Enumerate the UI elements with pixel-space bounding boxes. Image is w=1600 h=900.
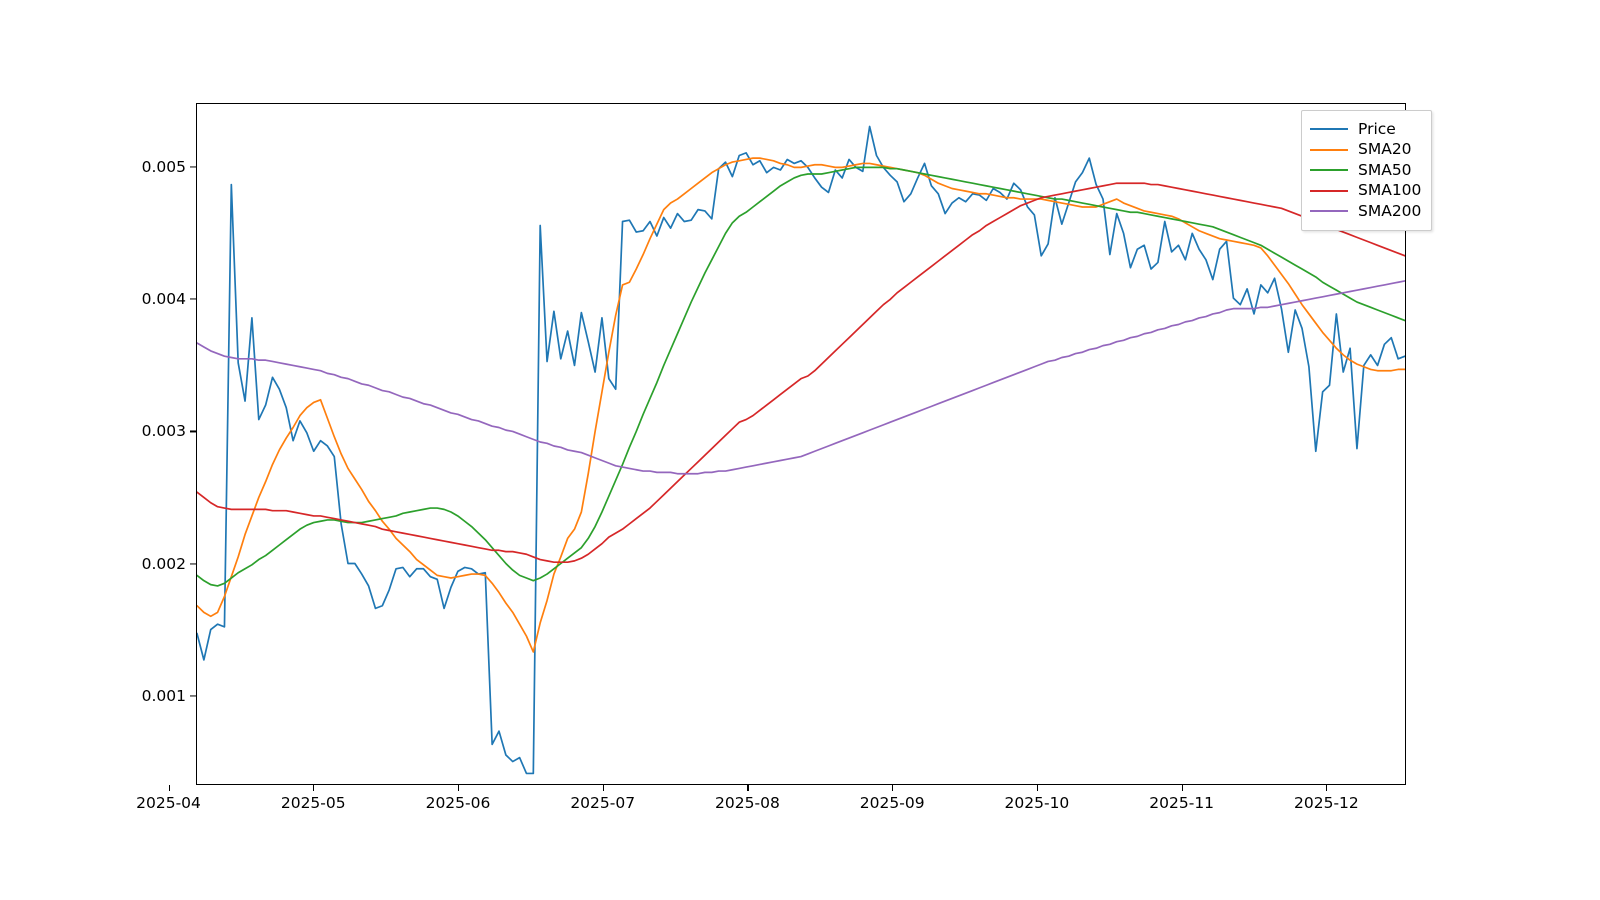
- x-tick-mark: [747, 785, 749, 791]
- y-tick-mark: [190, 563, 196, 565]
- series-line-sma200: [197, 272, 1405, 474]
- x-tick-mark: [457, 785, 460, 791]
- plot-area: [196, 103, 1406, 785]
- x-tick-label: 2025-12: [1294, 794, 1359, 812]
- x-tick-label: 2025-06: [425, 794, 491, 812]
- legend-label: SMA20: [1358, 140, 1412, 158]
- x-tick-label: 2025-11: [1149, 794, 1215, 812]
- x-tick-label: 2025-04: [136, 794, 201, 812]
- y-tick-label: 0.002: [141, 554, 186, 573]
- legend-swatch-sma200: [1310, 210, 1348, 213]
- legend-item-price[interactable]: Price: [1310, 119, 1421, 140]
- legend-swatch-sma50: [1310, 169, 1348, 172]
- legend-swatch-price: [1310, 128, 1348, 131]
- y-tick-mark: [190, 298, 196, 300]
- y-tick-label: 0.005: [141, 157, 186, 176]
- x-tick-mark: [1181, 785, 1183, 791]
- legend-label: Price: [1358, 119, 1396, 138]
- x-tick-label: 2025-10: [1004, 794, 1070, 812]
- x-tick-mark: [1326, 785, 1328, 791]
- legend-swatch-sma20: [1310, 148, 1348, 151]
- legend-item-sma200[interactable]: SMA200: [1310, 201, 1421, 222]
- legend-item-sma50[interactable]: SMA50: [1310, 160, 1421, 181]
- legend-item-sma100[interactable]: SMA100: [1310, 181, 1421, 202]
- legend-item-sma20[interactable]: SMA20: [1310, 140, 1421, 161]
- x-tick-label: 2025-07: [570, 794, 636, 812]
- y-tick-mark: [190, 430, 196, 432]
- x-tick-mark: [168, 785, 170, 791]
- x-tick-mark: [313, 785, 315, 791]
- legend-label: SMA50: [1358, 160, 1412, 179]
- x-tick-label: 2025-08: [715, 794, 780, 812]
- x-tick-mark: [892, 785, 894, 791]
- series-line-sma50: [197, 167, 1405, 586]
- series-line-sma100: [197, 183, 1405, 562]
- y-tick-label: 0.003: [141, 422, 186, 441]
- chart-lines: [197, 104, 1405, 784]
- y-tick-mark: [190, 166, 196, 168]
- legend-swatch-sma100: [1310, 189, 1348, 192]
- x-tick-label: 2025-05: [280, 794, 346, 812]
- x-tick-label: 2025-09: [859, 794, 925, 812]
- y-tick-label: 0.001: [141, 687, 186, 706]
- legend-label: SMA100: [1358, 181, 1422, 199]
- y-tick-label: 0.004: [141, 289, 186, 308]
- series-line-sma20: [197, 158, 1405, 652]
- x-tick-mark: [602, 785, 604, 791]
- legend-label: SMA200: [1358, 201, 1422, 220]
- y-tick-mark: [190, 695, 196, 697]
- series-line-price: [197, 126, 1405, 773]
- x-tick-mark: [1036, 785, 1038, 791]
- chart-legend[interactable]: Price SMA20 SMA50 SMA100 SMA200: [1301, 110, 1433, 231]
